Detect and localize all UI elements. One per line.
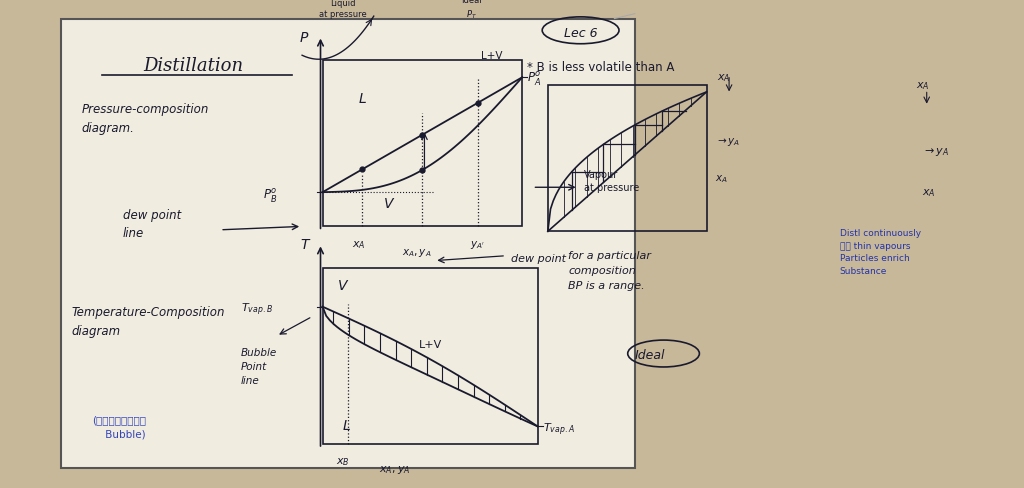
Text: L+V: L+V — [420, 340, 442, 349]
Text: $P_A^o$: $P_A^o$ — [527, 70, 542, 87]
Text: $P_B^o$: $P_B^o$ — [263, 187, 278, 204]
Text: for a particular
composition
BP is a range.: for a particular composition BP is a ran… — [568, 250, 651, 290]
FancyBboxPatch shape — [61, 20, 635, 468]
Text: (अस्थिरता: (अस्थिरता — [92, 414, 146, 424]
Text: $T_{vap.A}$: $T_{vap.A}$ — [543, 421, 574, 437]
Text: Distillation: Distillation — [143, 57, 244, 75]
Text: Distl continuously
तो thin vapours
Particles enrich
Substance: Distl continuously तो thin vapours Parti… — [840, 229, 921, 275]
Text: dew point: dew point — [511, 253, 566, 263]
Text: Liquid
at pressure: Liquid at pressure — [319, 0, 367, 19]
Text: $\rightarrow y_A$: $\rightarrow y_A$ — [922, 146, 948, 158]
Text: $x_A$: $x_A$ — [916, 80, 930, 92]
Text: dew point
line: dew point line — [123, 209, 181, 240]
Text: L: L — [358, 92, 367, 105]
Text: Pressure-composition
diagram.: Pressure-composition diagram. — [82, 103, 209, 135]
Text: Ideal
$P_T$: Ideal $P_T$ — [461, 0, 481, 20]
Text: $x_A$: $x_A$ — [715, 173, 728, 184]
Text: $x_B$: $x_B$ — [336, 456, 350, 468]
Text: L: L — [343, 419, 351, 432]
Text: $x_A$: $x_A$ — [922, 187, 935, 199]
Text: $T_{vap.B}$: $T_{vap.B}$ — [241, 302, 272, 318]
Text: $x_A, y_A$: $x_A, y_A$ — [379, 463, 411, 475]
Text: L+V: L+V — [481, 51, 503, 61]
Text: Vapour
at pressure: Vapour at pressure — [584, 170, 639, 192]
Text: V: V — [338, 279, 347, 292]
Text: * B is less volatile than A: * B is less volatile than A — [527, 61, 675, 74]
Text: Lec 6: Lec 6 — [564, 27, 597, 40]
Text: Bubble
Point
line: Bubble Point line — [241, 347, 276, 385]
Text: V: V — [384, 197, 393, 210]
Text: $x_A, y_A$: $x_A, y_A$ — [401, 246, 431, 258]
Text: Ideal: Ideal — [635, 349, 666, 362]
Text: $y_{A'}$: $y_{A'}$ — [470, 239, 485, 250]
Text: Temperature-Composition
diagram: Temperature-Composition diagram — [72, 305, 225, 337]
Text: P: P — [300, 31, 308, 44]
Text: $x_A$: $x_A$ — [717, 73, 730, 84]
Text: $x_A$: $x_A$ — [352, 239, 366, 250]
Text: Bubble): Bubble) — [102, 429, 146, 439]
Text: T: T — [300, 238, 308, 252]
Text: $\rightarrow y_A$: $\rightarrow y_A$ — [715, 136, 740, 148]
